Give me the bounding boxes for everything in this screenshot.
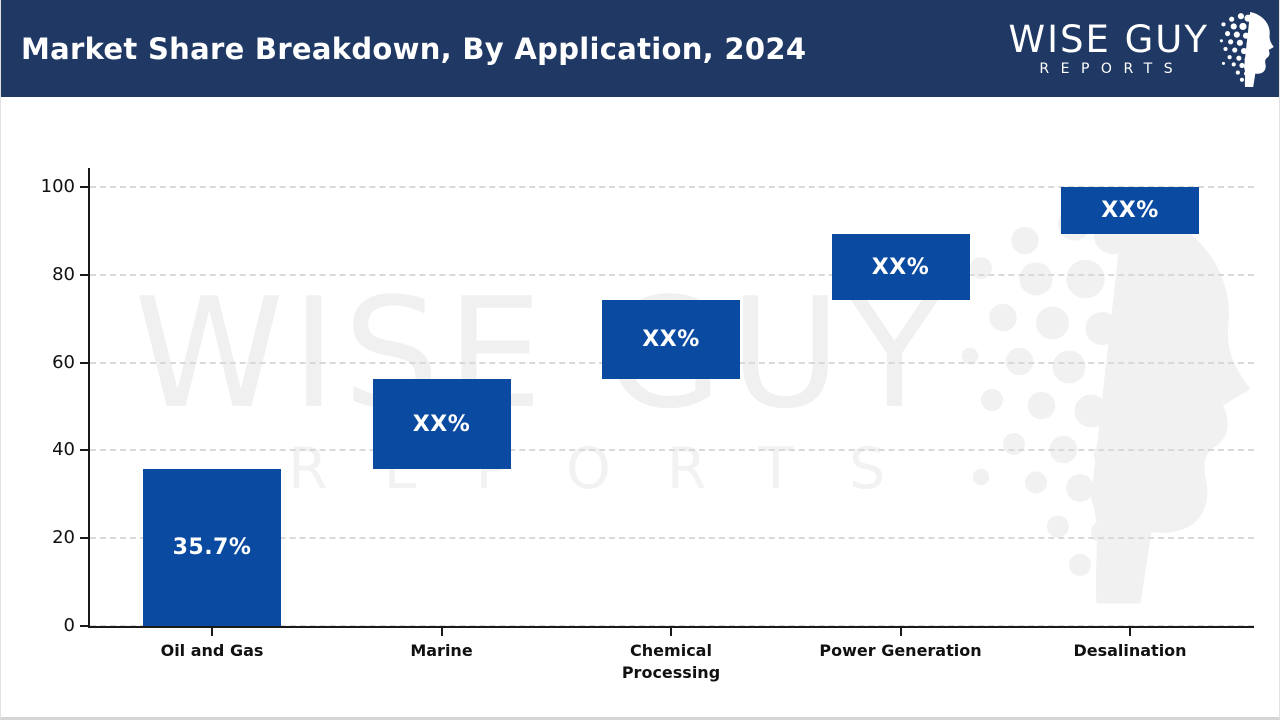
x-category-label: Power Generation	[819, 641, 982, 660]
x-tick-mark	[899, 628, 902, 636]
x-axis-line	[88, 626, 1254, 628]
x-category-label: Desalination	[1073, 641, 1187, 660]
bar-oil-and-gas: 35.7%	[143, 469, 281, 626]
x-tick-mark	[670, 628, 672, 636]
watermark-wordmark: WISE GUY	[134, 265, 948, 442]
x-category-label: Oil and Gas	[160, 641, 264, 660]
gridline	[90, 273, 1254, 276]
bar-value-label: XX%	[412, 411, 471, 437]
bar-desalination: XX%	[1061, 187, 1199, 235]
bar-marine: XX%	[372, 378, 511, 470]
bar-chemical-processing: XX%	[602, 300, 740, 379]
y-tick-mark	[80, 273, 88, 276]
logo-subtext: REPORTS	[1039, 61, 1185, 78]
x-tick-mark	[440, 628, 443, 636]
y-tick-label: 0	[63, 615, 75, 636]
y-tick-mark	[80, 625, 88, 627]
y-tick-label: 80	[52, 263, 75, 285]
y-axis-line	[88, 168, 90, 628]
y-tick-mark	[80, 449, 88, 452]
x-category-label: Chemical Processing	[621, 641, 721, 682]
gridline	[90, 449, 1254, 452]
y-tick-mark	[80, 537, 88, 540]
logo-text: WISE GUY REPORTS	[1008, 17, 1209, 78]
x-category-label: Marine	[410, 641, 473, 660]
y-tick-label: 20	[52, 527, 75, 549]
report-header: Market Share Breakdown, By Application, …	[1, 0, 1279, 97]
dotted-face-profile-icon	[1219, 12, 1274, 87]
bar-value-label: 35.7%	[172, 535, 252, 561]
gridline	[90, 537, 1254, 540]
y-tick-label: 100	[40, 176, 75, 197]
x-tick-mark	[1129, 628, 1131, 636]
y-tick-mark	[80, 186, 88, 188]
y-tick-label: 40	[52, 439, 75, 461]
x-tick-mark	[211, 628, 213, 636]
watermark-dotted-face-profile-icon	[961, 202, 1251, 604]
bar-power-generation: XX%	[831, 234, 970, 301]
y-tick-label: 60	[52, 351, 75, 373]
chart-title: Market Share Breakdown, By Application, …	[21, 31, 807, 66]
logo-wordmark: WISE GUY	[1008, 17, 1209, 61]
wiseguy-logo: WISE GUY REPORTS	[1009, 8, 1275, 90]
bar-value-label: XX%	[642, 327, 700, 353]
y-tick-mark	[80, 361, 88, 364]
bar-value-label: XX%	[1101, 198, 1159, 224]
bar-value-label: XX%	[871, 254, 930, 280]
gridline	[90, 186, 1254, 188]
